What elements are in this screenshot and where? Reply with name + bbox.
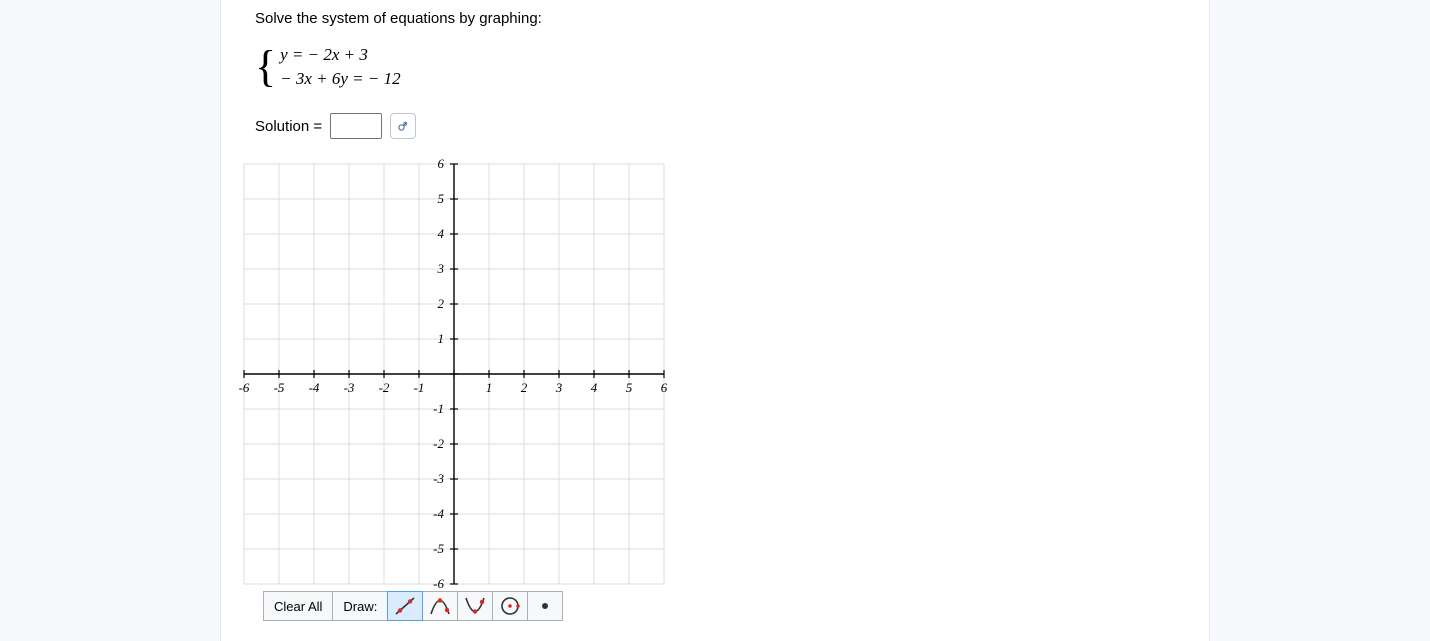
- brace-icon: {: [255, 47, 276, 87]
- solution-row: Solution =: [255, 113, 1175, 139]
- circle-tool[interactable]: [492, 591, 528, 621]
- graph-area[interactable]: -6 -5 -4 -3 -2 -1 1 2 3 4 5 6 -6 -5 -4 -3 -2 -1 1 2 3 4 5 6: [239, 159, 669, 589]
- parabola-down-icon: [463, 595, 487, 617]
- svg-text:3: 3: [437, 261, 445, 276]
- line-tool[interactable]: [387, 591, 423, 621]
- svg-text:5: 5: [438, 191, 445, 206]
- prompt-text: Solve the system of equations by graphin…: [255, 10, 1175, 27]
- graph-toolbar: Clear All Draw:: [263, 591, 1175, 621]
- svg-text:-6: -6: [433, 576, 444, 589]
- svg-text:-3: -3: [433, 471, 444, 486]
- svg-text:-3: -3: [344, 380, 355, 395]
- svg-text:1: 1: [438, 331, 445, 346]
- svg-text:3: 3: [555, 380, 563, 395]
- solution-label: Solution =: [255, 118, 322, 135]
- clear-all-button[interactable]: Clear All: [263, 591, 333, 621]
- preview-icon: [397, 119, 409, 133]
- svg-text:-6: -6: [239, 380, 250, 395]
- equation-system: { y = − 2x + 3 − 3x + 6y = − 12: [255, 45, 1175, 89]
- svg-text:1: 1: [486, 380, 493, 395]
- svg-text:6: 6: [438, 159, 445, 171]
- circle-tool-icon: [498, 595, 522, 617]
- preview-button[interactable]: [390, 113, 416, 139]
- svg-text:-2: -2: [379, 380, 390, 395]
- svg-text:-1: -1: [433, 401, 444, 416]
- solution-input[interactable]: [330, 113, 382, 139]
- svg-text:-4: -4: [309, 380, 320, 395]
- svg-text:-5: -5: [433, 541, 444, 556]
- svg-text:5: 5: [626, 380, 633, 395]
- parabola-up-icon: [428, 595, 452, 617]
- svg-text:-4: -4: [433, 506, 444, 521]
- svg-text:4: 4: [591, 380, 598, 395]
- parabola-down-tool[interactable]: [457, 591, 493, 621]
- svg-text:-5: -5: [274, 380, 285, 395]
- equation-2: − 3x + 6y = − 12: [280, 69, 400, 89]
- page-wrap: Solve the system of equations by graphin…: [0, 0, 1430, 641]
- svg-text:4: 4: [438, 226, 445, 241]
- problem-card: Solve the system of equations by graphin…: [220, 0, 1210, 641]
- svg-text:2: 2: [521, 380, 528, 395]
- svg-text:6: 6: [661, 380, 668, 395]
- equation-1: y = − 2x + 3: [280, 45, 400, 65]
- point-tool[interactable]: [527, 591, 563, 621]
- svg-text:2: 2: [438, 296, 445, 311]
- parabola-up-tool[interactable]: [422, 591, 458, 621]
- draw-label: Draw:: [332, 591, 388, 621]
- point-tool-icon: [533, 595, 557, 617]
- svg-text:-1: -1: [414, 380, 425, 395]
- equation-lines: y = − 2x + 3 − 3x + 6y = − 12: [280, 45, 400, 89]
- line-tool-icon: [393, 595, 417, 617]
- cartesian-grid[interactable]: -6 -5 -4 -3 -2 -1 1 2 3 4 5 6 -6 -5 -4 -3 -2 -1 1 2 3 4 5 6: [239, 159, 669, 589]
- svg-text:-2: -2: [433, 436, 444, 451]
